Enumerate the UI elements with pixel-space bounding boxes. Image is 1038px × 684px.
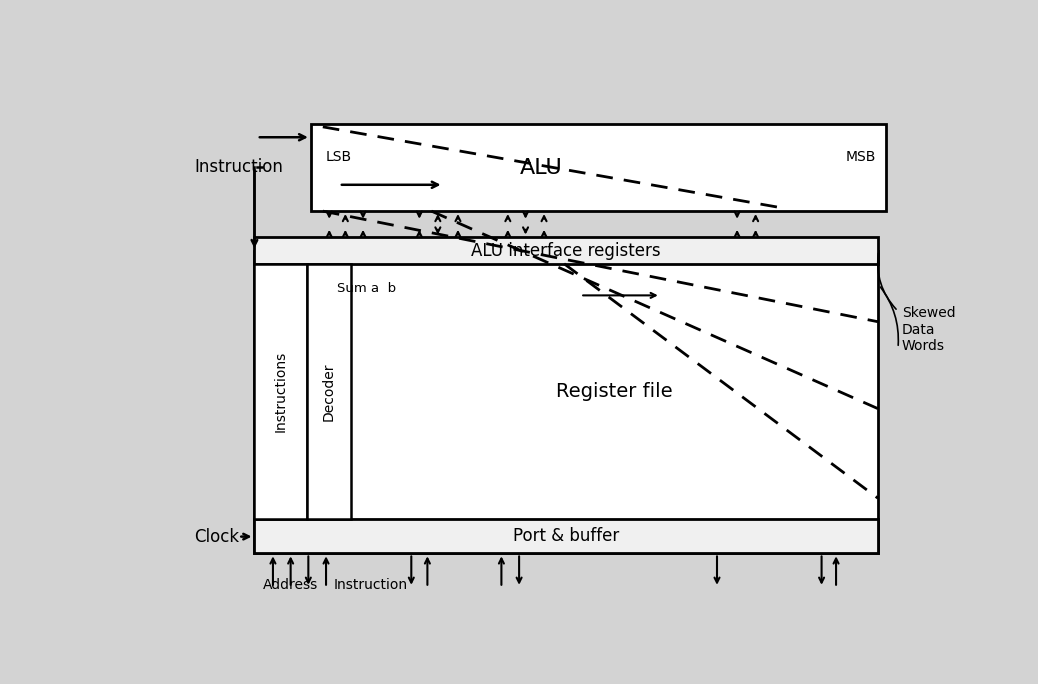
Text: Instruction: Instruction: [194, 159, 283, 176]
Text: LSB: LSB: [325, 150, 351, 164]
Text: Skewed
Data
Words: Skewed Data Words: [902, 306, 956, 353]
Text: Port & buffer: Port & buffer: [513, 527, 620, 545]
Bar: [254, 237, 878, 264]
Text: Address: Address: [263, 578, 319, 592]
Text: Instructions: Instructions: [274, 351, 288, 432]
Text: ALU: ALU: [519, 158, 563, 178]
Bar: [254, 264, 307, 519]
Bar: [254, 250, 878, 553]
Text: MSB: MSB: [846, 150, 876, 164]
Text: ALU interface registers: ALU interface registers: [471, 241, 661, 260]
Text: Sum a  b: Sum a b: [337, 282, 397, 295]
Bar: [307, 264, 351, 519]
Text: Decoder: Decoder: [322, 363, 336, 421]
Text: Register file: Register file: [556, 382, 673, 401]
Bar: [254, 519, 878, 553]
Text: Instruction: Instruction: [334, 578, 408, 592]
Bar: [310, 124, 886, 211]
Text: Clock: Clock: [194, 527, 239, 546]
